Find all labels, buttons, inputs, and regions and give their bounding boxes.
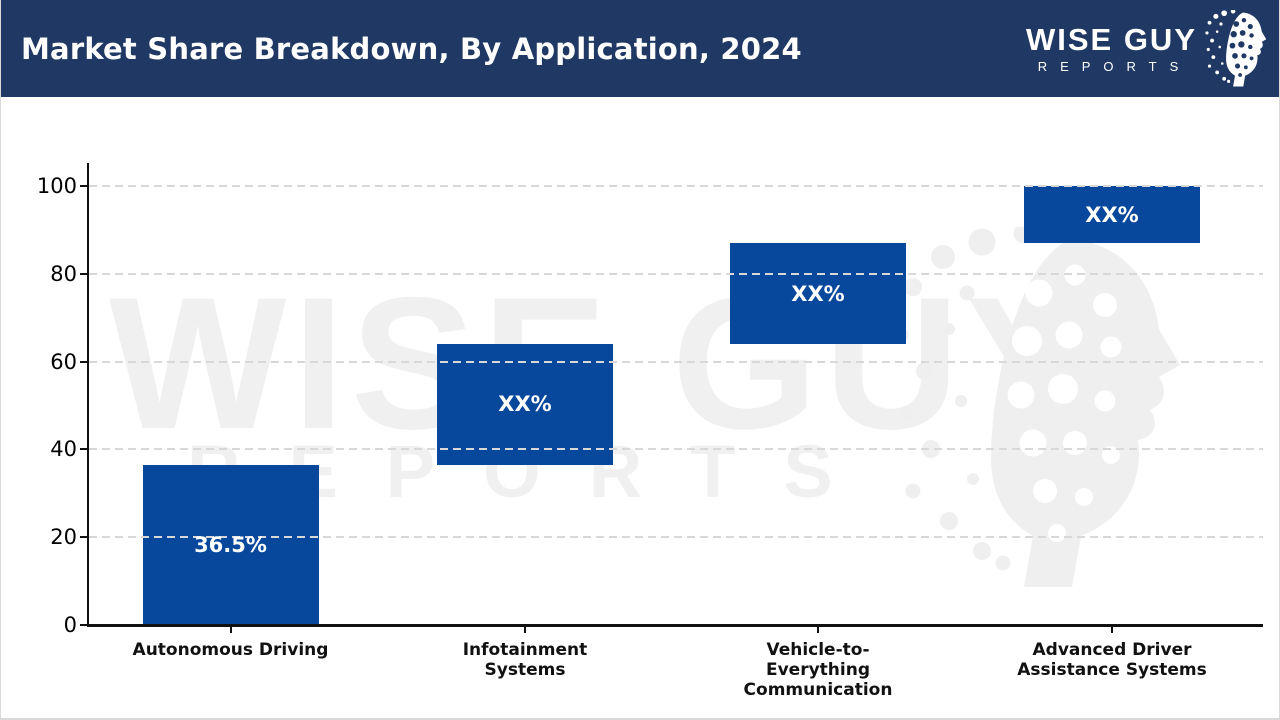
- y-tick-label: 60: [50, 349, 77, 374]
- logo-reports: REPORTS: [1037, 59, 1192, 75]
- y-tick-label: 0: [63, 613, 77, 637]
- y-tick: [80, 448, 89, 451]
- y-tick-label: 40: [50, 437, 77, 462]
- gridline: [89, 272, 1263, 275]
- wiseguy-logo: WISE GUY REPORTS: [1026, 8, 1267, 90]
- y-axis-line: [86, 163, 89, 627]
- page-title: Market Share Breakdown, By Application, …: [21, 31, 802, 66]
- gridline: [89, 360, 1263, 363]
- wise-guy-head-icon: [1205, 9, 1267, 86]
- bar: [142, 464, 319, 625]
- x-tick: [524, 626, 526, 633]
- x-tick: [1111, 626, 1113, 633]
- header: Market Share Breakdown, By Application, …: [1, 0, 1279, 97]
- bar: [1024, 186, 1200, 244]
- bar: [730, 243, 906, 345]
- gridline: [89, 536, 1263, 539]
- bar-value-label: XX%: [791, 281, 845, 306]
- x-axis-category-label: Vehicle-to- Everything Communication: [743, 640, 893, 700]
- y-tick: [80, 272, 89, 275]
- x-axis-category-label: Infotainment Systems: [462, 640, 588, 680]
- gridline: [89, 448, 1263, 451]
- gridline: [89, 185, 1263, 187]
- y-tick-label: 20: [50, 525, 77, 550]
- logo-text: WISE GUY REPORTS: [1025, 21, 1197, 75]
- bar-value-label: 36.5%: [194, 532, 267, 557]
- y-tick-label: 80: [50, 261, 77, 286]
- logo-wordmark: WISE GUY: [1025, 21, 1197, 57]
- x-tick: [817, 626, 819, 633]
- y-tick: [80, 360, 89, 363]
- x-tick: [229, 626, 232, 633]
- y-tick: [80, 536, 89, 539]
- y-tick: [80, 185, 89, 187]
- y-tick: [80, 624, 89, 626]
- x-axis-line: [86, 624, 1263, 627]
- x-axis-category-label: Advanced Driver Assistance Systems: [1017, 640, 1207, 680]
- bar-value-label: XX%: [498, 392, 552, 417]
- x-axis-category-label: Autonomous Driving: [132, 640, 329, 660]
- bar: [437, 344, 613, 465]
- y-tick-label: 100: [36, 174, 77, 198]
- bar-value-label: XX%: [1085, 202, 1139, 227]
